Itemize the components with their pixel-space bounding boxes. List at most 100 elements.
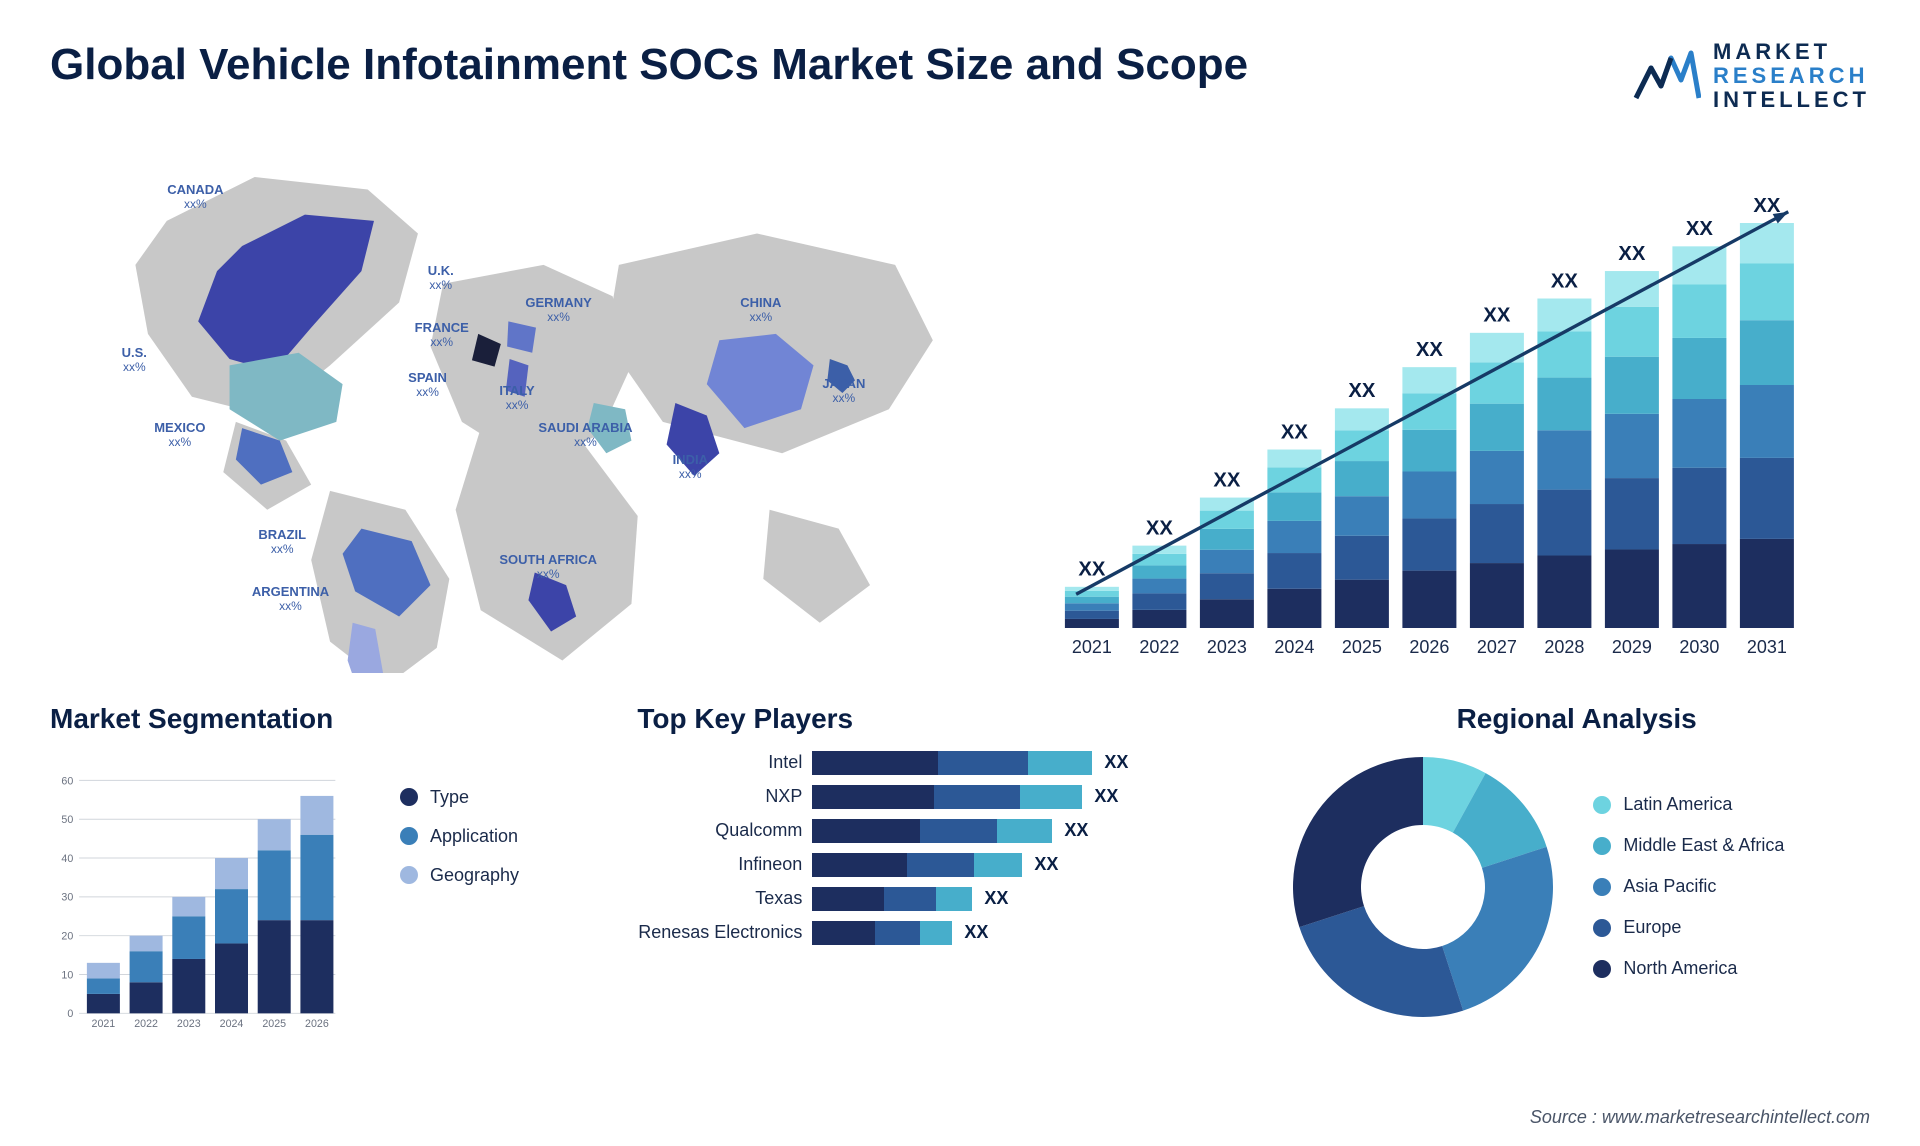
segmentation-title: Market Segmentation (50, 703, 607, 735)
svg-text:2022: 2022 (134, 1017, 158, 1029)
svg-text:40: 40 (61, 852, 73, 864)
map-label-japan: JAPANxx% (822, 377, 865, 406)
svg-text:2026: 2026 (305, 1017, 329, 1029)
player-bar (812, 819, 1052, 843)
svg-text:XX: XX (1281, 421, 1309, 443)
svg-text:XX: XX (1078, 558, 1106, 580)
logo-line1: MARKET (1713, 40, 1870, 64)
logo-line2: RESEARCH (1713, 64, 1870, 88)
svg-text:2025: 2025 (1342, 636, 1382, 656)
player-value: XX (1094, 786, 1118, 807)
player-row-infineon: Infineon XX (637, 853, 1253, 877)
segmentation-legend: Type Application Geography (400, 787, 519, 886)
map-label-u-s-: U.S.xx% (122, 346, 147, 375)
logo-line3: INTELLECT (1713, 88, 1870, 112)
svg-text:XX: XX (1146, 517, 1174, 539)
seg-legend-geography: Geography (400, 865, 519, 886)
svg-text:2021: 2021 (92, 1017, 116, 1029)
map-label-italy: ITALYxx% (499, 384, 534, 413)
map-label-germany: GERMANYxx% (525, 296, 591, 325)
svg-text:XX: XX (1416, 338, 1444, 360)
svg-text:2029: 2029 (1612, 636, 1652, 656)
player-value: XX (1104, 752, 1128, 773)
player-bar (812, 785, 1082, 809)
reg-legend-europe: Europe (1593, 917, 1784, 938)
reg-legend-latin-america: Latin America (1593, 794, 1784, 815)
svg-text:20: 20 (61, 930, 73, 942)
player-bar (812, 751, 1092, 775)
player-row-intel: Intel XX (637, 751, 1253, 775)
map-label-saudi-arabia: SAUDI ARABIAxx% (538, 421, 632, 450)
svg-text:XX: XX (1686, 218, 1714, 240)
svg-text:XX: XX (1348, 380, 1376, 402)
source-text: Source : www.marketresearchintellect.com (1530, 1107, 1870, 1128)
map-label-spain: SPAINxx% (408, 371, 447, 400)
svg-text:2023: 2023 (1207, 636, 1247, 656)
players-panel: Top Key Players IntelXXNXPXXQualcommXXIn… (637, 703, 1253, 1063)
player-label: Infineon (637, 854, 812, 875)
svg-text:2026: 2026 (1409, 636, 1449, 656)
player-row-renesas-electronics: Renesas Electronics XX (637, 921, 1253, 945)
player-row-texas: Texas XX (637, 887, 1253, 911)
regional-donut (1283, 747, 1563, 1027)
svg-text:XX: XX (1483, 304, 1511, 326)
reg-legend-middle-east-africa: Middle East & Africa (1593, 835, 1784, 856)
player-label: NXP (637, 786, 812, 807)
map-label-u-k-: U.K.xx% (428, 264, 454, 293)
svg-text:2022: 2022 (1139, 636, 1179, 656)
player-bar (812, 921, 952, 945)
map-label-canada: CANADAxx% (167, 183, 223, 212)
svg-text:10: 10 (61, 969, 73, 981)
reg-legend-north-america: North America (1593, 958, 1784, 979)
svg-text:XX: XX (1551, 270, 1579, 292)
player-value: XX (1064, 820, 1088, 841)
seg-legend-type: Type (400, 787, 519, 808)
segmentation-panel: Market Segmentation 0 10 20 30 40 50 60 2021 202… (50, 703, 607, 1063)
map-label-south-africa: SOUTH AFRICAxx% (499, 553, 597, 582)
svg-text:2027: 2027 (1477, 636, 1517, 656)
svg-text:2025: 2025 (262, 1017, 286, 1029)
svg-text:30: 30 (61, 891, 73, 903)
svg-text:60: 60 (61, 775, 73, 787)
svg-text:XX: XX (1213, 469, 1241, 491)
logo-icon (1631, 48, 1701, 104)
svg-text:0: 0 (67, 1008, 73, 1020)
brand-logo: MARKET RESEARCH INTELLECT (1631, 40, 1870, 113)
player-label: Intel (637, 752, 812, 773)
player-label: Qualcomm (637, 820, 812, 841)
svg-text:2024: 2024 (1274, 636, 1314, 656)
map-label-argentina: ARGENTINAxx% (252, 585, 329, 614)
map-label-china: CHINAxx% (740, 296, 781, 325)
player-label: Renesas Electronics (637, 922, 812, 943)
player-value: XX (1034, 854, 1058, 875)
forecast-chart: XX 2021 XX 2022 XX 2023 XX 2024 XX 2025 XX 2026 XX 20… (1002, 133, 1870, 673)
world-map: CANADAxx% U.S.xx% MEXICOxx% BRAZILxx% ARGENT… (50, 133, 962, 673)
svg-text:2021: 2021 (1072, 636, 1112, 656)
svg-text:XX: XX (1618, 242, 1646, 264)
svg-text:2030: 2030 (1679, 636, 1719, 656)
player-value: XX (984, 888, 1008, 909)
svg-text:50: 50 (61, 814, 73, 826)
svg-text:2028: 2028 (1544, 636, 1584, 656)
map-label-india: INDIAxx% (673, 453, 708, 482)
segmentation-chart: 0 10 20 30 40 50 60 2021 2022 2023 2024 2025 2026 (50, 747, 380, 1037)
svg-text:2023: 2023 (177, 1017, 201, 1029)
map-label-brazil: BRAZILxx% (258, 528, 306, 557)
svg-text:2031: 2031 (1747, 636, 1787, 656)
reg-legend-asia-pacific: Asia Pacific (1593, 876, 1784, 897)
regional-panel: Regional Analysis Latin America Middle Ea… (1283, 703, 1870, 1063)
regional-title: Regional Analysis (1283, 703, 1870, 735)
regional-legend: Latin America Middle East & Africa Asia Pa… (1593, 794, 1784, 979)
map-label-mexico: MEXICOxx% (154, 421, 205, 450)
player-row-qualcomm: Qualcomm XX (637, 819, 1253, 843)
map-label-france: FRANCExx% (415, 321, 469, 350)
page-title: Global Vehicle Infotainment SOCs Market … (50, 40, 1248, 90)
player-bar (812, 853, 1022, 877)
player-value: XX (964, 922, 988, 943)
players-title: Top Key Players (637, 703, 1253, 735)
player-bar (812, 887, 972, 911)
player-row-nxp: NXP XX (637, 785, 1253, 809)
player-label: Texas (637, 888, 812, 909)
svg-text:2024: 2024 (220, 1017, 244, 1029)
seg-legend-application: Application (400, 826, 519, 847)
